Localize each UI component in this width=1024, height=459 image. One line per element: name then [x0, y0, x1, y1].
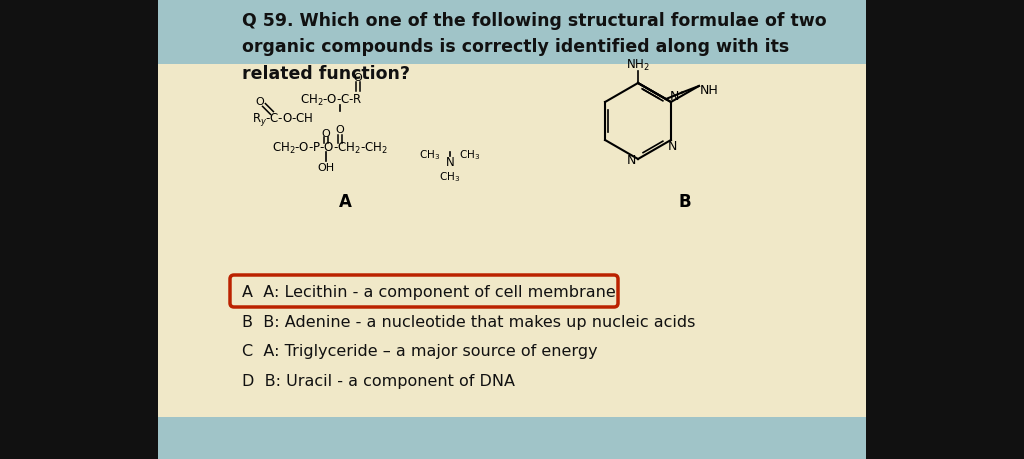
Text: O: O	[336, 125, 344, 134]
Text: OH: OH	[317, 162, 335, 173]
Text: B: B	[679, 193, 691, 211]
Text: C  A: Triglyceride – a major source of energy: C A: Triglyceride – a major source of en…	[242, 344, 598, 359]
Text: N: N	[669, 139, 678, 152]
Bar	[866, 0, 1024, 459]
Bar	[158, 0, 866, 459]
Text: N: N	[670, 90, 679, 103]
Text: B  B: Adenine - a nucleotide that makes up nucleic acids: B B: Adenine - a nucleotide that makes u…	[242, 314, 695, 329]
Text: O: O	[322, 129, 331, 139]
Text: NH: NH	[699, 84, 718, 96]
Text: D  B: Uracil - a component of DNA: D B: Uracil - a component of DNA	[242, 374, 515, 389]
Text: CH$_3$: CH$_3$	[460, 148, 480, 162]
Text: O: O	[256, 97, 264, 107]
Text: CH$_3$: CH$_3$	[439, 170, 461, 184]
Text: Q 59. Which one of the following structural formulae of two
organic compounds is: Q 59. Which one of the following structu…	[242, 12, 826, 83]
Text: CH$_2$-O-C-R: CH$_2$-O-C-R	[300, 92, 362, 107]
Text: R$_y$-C-O-CH: R$_y$-C-O-CH	[252, 111, 313, 128]
Text: CH$_2$-O-P-O-CH$_2$-CH$_2$: CH$_2$-O-P-O-CH$_2$-CH$_2$	[272, 140, 388, 155]
Bar	[0, 0, 158, 459]
Text: NH$_2$: NH$_2$	[626, 57, 650, 73]
Text: CH$_3$: CH$_3$	[420, 148, 440, 162]
Bar	[158, 417, 866, 459]
Text: O: O	[353, 73, 362, 83]
Text: A  A: Lecithin - a component of cell membrane: A A: Lecithin - a component of cell memb…	[242, 284, 615, 299]
Text: A: A	[339, 193, 351, 211]
Bar	[158, 0, 866, 65]
Text: N: N	[627, 153, 636, 166]
Text: N: N	[445, 156, 455, 169]
